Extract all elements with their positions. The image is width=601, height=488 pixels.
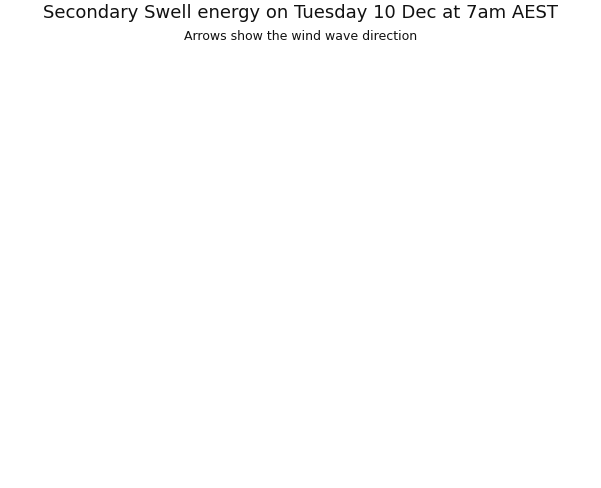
Text: Arrows show the wind wave direction: Arrows show the wind wave direction: [184, 30, 417, 42]
Text: cartopy required: cartopy required: [219, 258, 382, 277]
Text: Secondary Swell energy on Tuesday 10 Dec at 7am AEST: Secondary Swell energy on Tuesday 10 Dec…: [43, 4, 558, 22]
